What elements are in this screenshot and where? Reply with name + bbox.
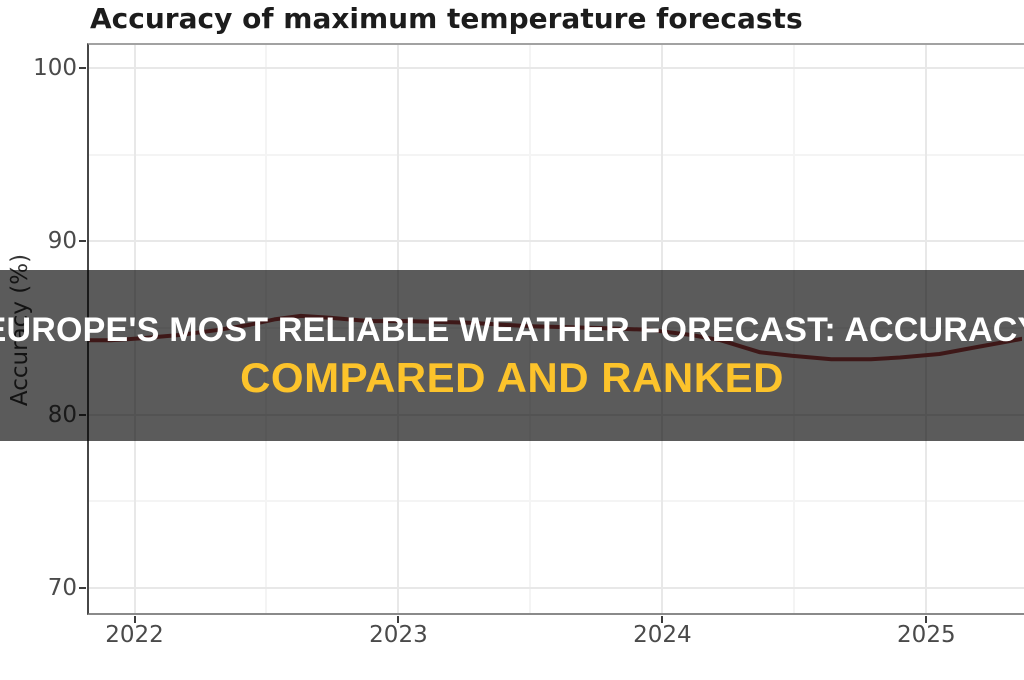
chart-title: Accuracy of maximum temperature forecast… — [90, 2, 803, 35]
banner-subheadline: COMPARED AND RANKED — [240, 353, 784, 401]
headline-banner-overlay: EUROPE'S MOST RELIABLE WEATHER FORECAST:… — [0, 270, 1024, 441]
major-gridline-horizontal — [89, 240, 1024, 243]
x-tick-label: 2023 — [369, 622, 428, 648]
x-axis-tick-mark — [133, 616, 136, 623]
x-tick-label: 2024 — [633, 622, 692, 648]
minor-gridline-horizontal — [89, 500, 1024, 503]
x-axis-tick-mark — [661, 616, 664, 623]
x-tick-label: 2022 — [105, 622, 164, 648]
banner-headline: EUROPE'S MOST RELIABLE WEATHER FORECAST:… — [0, 310, 1024, 349]
y-tick-label: 70 — [47, 574, 77, 601]
y-axis-tick-mark — [79, 240, 86, 243]
x-axis-tick-mark — [397, 616, 400, 623]
y-axis-tick-mark — [79, 586, 86, 589]
y-axis-tick-mark — [79, 67, 86, 70]
y-tick-label: 90 — [47, 228, 77, 255]
y-tick-label: 100 — [33, 55, 77, 82]
major-gridline-horizontal — [89, 586, 1024, 589]
x-tick-label: 2025 — [897, 622, 956, 648]
minor-gridline-horizontal — [89, 153, 1024, 156]
major-gridline-horizontal — [89, 67, 1024, 70]
x-axis-tick-mark — [925, 616, 928, 623]
